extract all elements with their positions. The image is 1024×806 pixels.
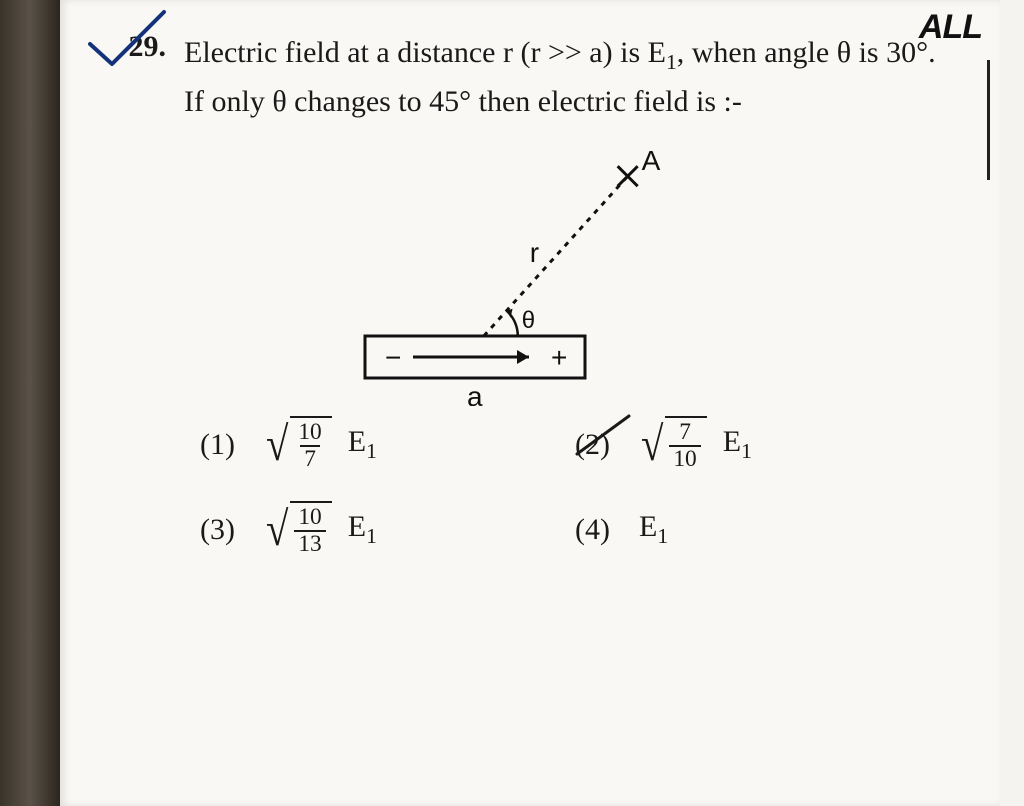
page: ALL 29. Electric field at a distance r (…	[60, 0, 1000, 806]
denominator: 10	[669, 445, 700, 472]
option-E: E1	[639, 510, 668, 549]
margin-line	[987, 60, 990, 180]
option-number: (3)	[200, 513, 248, 547]
svg-text:−: −	[385, 342, 401, 373]
question-number-text: 29.	[129, 30, 167, 63]
option-4: (4) E1	[575, 501, 910, 558]
question-text: Electric field at a distance r (r >> a) …	[184, 30, 950, 126]
option-number: (4)	[575, 513, 623, 547]
book-spine	[0, 0, 60, 806]
sqrt: √710	[639, 416, 707, 473]
corner-text: ALL	[919, 8, 982, 47]
svg-text:A: A	[642, 145, 661, 176]
option-E: E1	[348, 425, 377, 464]
sqrt: √1013	[264, 501, 332, 558]
radicand: 710	[665, 416, 706, 473]
option-E: E1	[348, 510, 377, 549]
radical-symbol: √	[266, 422, 288, 479]
option-1: (1) √107 E1	[200, 416, 535, 473]
radicand: 107	[290, 416, 331, 473]
option-number: (1)	[200, 428, 248, 462]
denominator: 13	[294, 530, 325, 557]
fraction: 1013	[294, 505, 325, 556]
denominator: 7	[300, 445, 320, 472]
radical-symbol: √	[266, 507, 288, 564]
numerator: 10	[294, 505, 325, 530]
fraction: 710	[669, 420, 700, 471]
options-grid: (1)√107 E1(2)√710 E1(3)√1013 E1(4)E1	[120, 416, 950, 558]
radicand: 1013	[290, 501, 331, 558]
dipole-diagram: − + a Ar θ	[120, 136, 950, 406]
svg-text:θ: θ	[522, 307, 535, 334]
question-number: 29.	[120, 30, 166, 64]
svg-text:a: a	[467, 381, 483, 406]
option-E: E1	[723, 425, 752, 464]
svg-text:+: +	[551, 342, 567, 373]
question-row: 29. Electric field at a distance r (r >>…	[120, 30, 950, 126]
option-number: (2)	[575, 428, 623, 462]
diagram-svg: − + a Ar θ	[345, 136, 725, 406]
fraction: 107	[294, 420, 325, 471]
sqrt: √107	[264, 416, 332, 473]
svg-text:r: r	[530, 237, 539, 268]
option-2: (2) √710 E1	[575, 416, 910, 473]
radical-symbol: √	[641, 422, 663, 479]
numerator: 7	[675, 420, 695, 445]
option-3: (3) √1013 E1	[200, 501, 535, 558]
numerator: 10	[294, 420, 325, 445]
